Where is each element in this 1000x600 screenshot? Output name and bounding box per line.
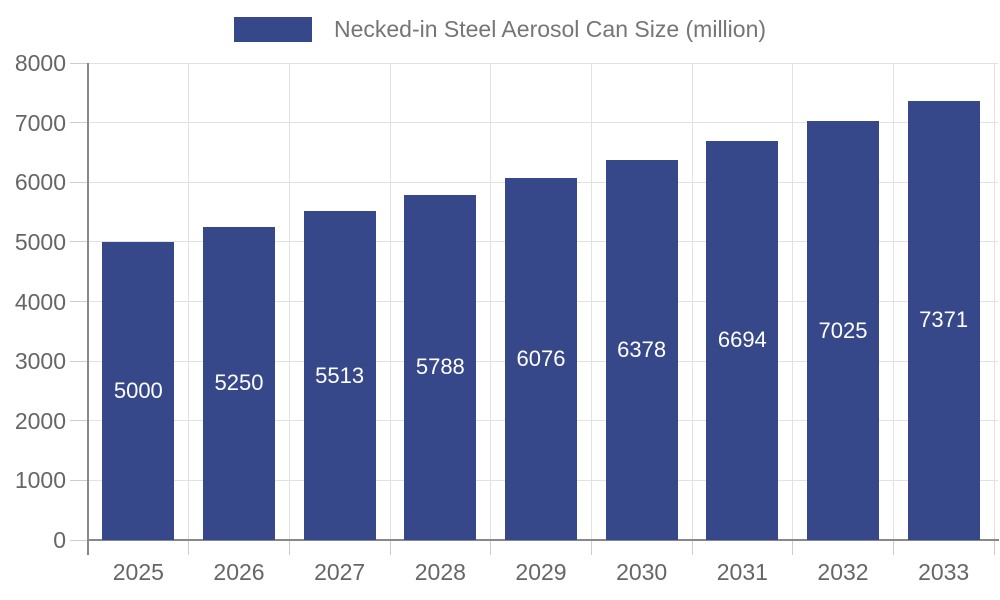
h-gridline [88,62,998,64]
bar [706,140,779,540]
x-axis-tick-label: 2026 [213,559,265,585]
v-gridline [892,63,894,540]
y-axis-tick-label: 7000 [14,109,66,136]
legend-label: Necked-in Steel Aerosol Can Size (millio… [333,16,767,42]
y-tick [70,181,88,183]
y-tick [70,301,88,302]
bar-value-label: 6378 [617,336,667,362]
x-axis-tick-label: 2027 [314,559,366,585]
x-tick [892,540,894,555]
bar [203,226,275,540]
v-gridline [590,63,592,540]
y-axis-tick-label: 8000 [14,50,66,76]
x-tick [288,540,290,555]
y-tick [70,62,88,64]
x-tick [590,540,592,555]
x-tick [389,540,391,555]
v-gridline [188,63,190,540]
y-tick [70,420,88,422]
y-tick [70,241,88,243]
bar-value-label: 7371 [919,307,969,333]
x-tick [993,540,995,555]
bar [303,211,376,540]
x-axis-tick-label: 2033 [918,559,970,585]
y-axis-tick-label: 3000 [14,348,66,375]
y-axis-tick-label: 5000 [14,228,66,255]
bar [102,241,175,540]
bar [505,177,577,540]
v-gridline [993,63,995,540]
legend-swatch [233,17,312,42]
x-axis-tick-label: 2032 [817,559,869,585]
bar [605,159,678,540]
y-tick [70,539,88,541]
bar-value-label: 7025 [818,317,868,343]
bar [807,121,879,540]
x-axis-line [87,539,999,541]
bar [404,194,477,540]
y-axis-tick-label: 1000 [14,467,66,494]
legend: Necked-in Steel Aerosol Can Size (millio… [0,16,1000,43]
v-gridline [691,63,693,540]
bar-value-label: 6076 [516,345,566,371]
x-tick [490,540,492,555]
v-gridline [389,63,391,540]
v-gridline [288,63,290,540]
x-tick [691,540,693,555]
y-tick [70,122,88,124]
y-tick [70,360,88,362]
y-axis-tick-label: 0 [53,527,66,553]
y-axis-tick-label: 2000 [14,407,66,434]
y-axis-line [87,63,89,555]
v-gridline [490,63,492,540]
y-tick [70,479,88,481]
bar-value-label: 5250 [214,370,264,396]
x-tick [792,540,794,555]
x-axis-tick-label: 2028 [414,559,466,585]
x-axis-tick-label: 2030 [616,559,668,585]
bar-value-label: 6694 [717,327,767,353]
bar-value-label: 5513 [315,362,365,388]
bar-value-label: 5000 [113,377,163,403]
x-axis-tick-label: 2029 [515,559,567,585]
y-axis-tick-label: 6000 [14,169,66,196]
h-gridline [88,122,998,124]
bar-value-label: 5788 [415,354,465,380]
x-tick [188,540,190,555]
bar [907,100,980,540]
v-gridline [792,63,794,540]
x-axis-tick-label: 2025 [112,559,164,585]
y-axis-tick-label: 4000 [14,288,66,315]
x-axis-tick-label: 2031 [716,559,768,585]
